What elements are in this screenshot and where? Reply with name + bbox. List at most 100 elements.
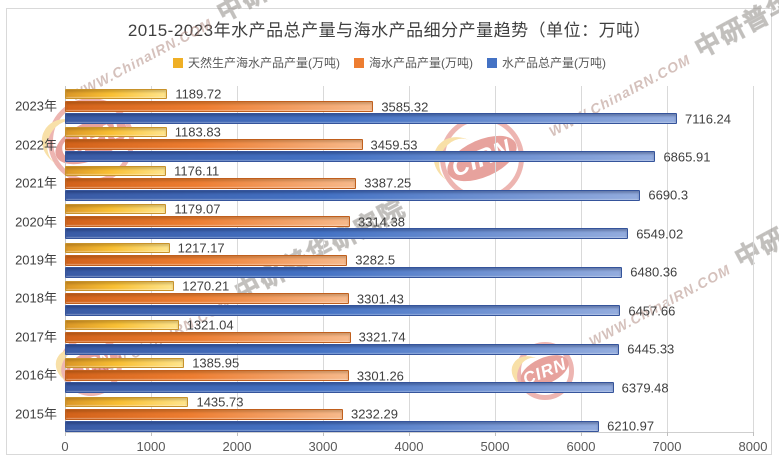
bar-value-label: 3459.53	[370, 137, 418, 153]
bar-natural-marine	[65, 204, 167, 215]
y-axis-labels: 2023年 2022年 2021年 2020年 2019年 2018年 2017年 2016年…	[0, 86, 57, 432]
bar-total	[65, 343, 620, 355]
x-axis-tick-label: 7000	[652, 439, 682, 454]
gridline	[409, 86, 410, 432]
gridline	[495, 86, 496, 432]
bar-total	[65, 113, 677, 124]
x-axis-tick-label: 4000	[394, 439, 424, 454]
x-axis-tick-label: 1000	[136, 439, 166, 454]
y-axis-category-label: 2023年	[15, 98, 57, 114]
x-axis: 0 1000 2000 3000 4000 5000 6000 7000 8000	[61, 432, 767, 458]
x-axis-tick	[667, 432, 668, 436]
x-axis-tick-label: 6000	[566, 439, 596, 454]
x-axis-tick	[581, 432, 582, 436]
legend-label: 水产品总产量(万吨)	[502, 56, 606, 70]
bar-value-label: 1189.72	[175, 86, 222, 102]
bar-value-label: 3314.38	[358, 214, 406, 230]
legend-item-marine: 海水产品产量(万吨)	[354, 54, 473, 71]
bar-natural-marine	[65, 358, 185, 369]
x-axis-tick	[237, 432, 238, 436]
bar-total	[65, 266, 623, 278]
bar-marine	[65, 254, 348, 266]
x-axis-tick	[323, 432, 324, 436]
bar-value-label: 1435.73	[196, 394, 244, 410]
x-axis-tick-label: 3000	[308, 439, 338, 454]
bar-value-label: 3301.26	[356, 368, 404, 384]
bar-marine	[65, 216, 351, 228]
bar-value-label: 1179.07	[174, 201, 221, 217]
bar-value-label: 1176.11	[174, 163, 220, 179]
legend-item-natural-marine: 天然生产海水产品产量(万吨)	[173, 54, 340, 71]
bar-value-label: 6549.02	[636, 226, 684, 242]
legend-label: 海水产品产量(万吨)	[369, 56, 473, 70]
bar-value-label: 1217.17	[177, 240, 225, 256]
bar-total	[65, 305, 621, 317]
bar-marine	[65, 331, 351, 343]
bar-marine	[65, 408, 343, 420]
chart-frame	[6, 8, 772, 455]
y-axis-category-label: 2017年	[15, 329, 57, 345]
legend-swatch-total	[487, 57, 497, 68]
x-axis-tick	[495, 432, 496, 436]
bar-natural-marine	[65, 165, 167, 176]
bar-value-label: 1321.04	[186, 317, 234, 333]
x-axis-tick-label: 0	[61, 439, 69, 454]
chart-title: 2015-2023年水产品总产量与海水产品细分产量趋势（单位：万吨）	[127, 21, 652, 40]
bar-value-label: 1183.83	[174, 124, 221, 140]
x-axis-tick	[409, 432, 410, 436]
legend: 天然生产海水产品产量(万吨) 海水产品产量(万吨) 水产品总产量(万吨)	[0, 54, 779, 71]
x-axis-tick-label: 2000	[222, 439, 252, 454]
bar-total	[65, 420, 600, 432]
bar-value-label: 7116.24	[684, 111, 732, 126]
legend-item-total: 水产品总产量(万吨)	[487, 54, 606, 71]
bar-value-label: 6457.66	[628, 303, 676, 319]
bar-total	[65, 228, 629, 240]
y-axis-category-label: 2021年	[15, 175, 57, 191]
bar-marine	[65, 293, 349, 305]
bar-value-label: 3232.29	[350, 406, 398, 422]
legend-label: 天然生产海水产品产量(万吨)	[188, 56, 340, 70]
bar-total	[65, 382, 614, 394]
legend-swatch-natural-marine	[173, 57, 183, 68]
bar-value-label: 3282.5	[355, 252, 396, 268]
bar-value-label: 1270.21	[182, 278, 230, 294]
y-axis-category-label: 2018年	[15, 290, 57, 306]
gridline	[667, 86, 668, 432]
x-axis-tick-label: 5000	[480, 439, 510, 454]
bar-value-label: 6480.36	[630, 264, 678, 280]
x-axis-tick-label: 8000	[738, 439, 768, 454]
bar-marine	[65, 370, 349, 382]
y-axis-category-label: 2016年	[15, 367, 57, 383]
bar-natural-marine	[65, 242, 170, 253]
bar-marine	[65, 101, 374, 112]
legend-swatch-marine	[354, 57, 364, 68]
bar-value-label: 6445.33	[627, 341, 675, 357]
gridline	[753, 86, 754, 432]
y-axis-category-label: 2019年	[15, 252, 57, 268]
x-axis-tick	[65, 432, 66, 436]
bar-value-label: 3321.74	[358, 329, 406, 345]
y-axis-category-label: 2015年	[15, 406, 57, 422]
bar-value-label: 6210.97	[607, 418, 655, 434]
x-axis-tick	[753, 432, 754, 436]
bar-marine	[65, 139, 363, 151]
bar-natural-marine	[65, 396, 189, 407]
bar-natural-marine	[65, 89, 168, 99]
plot-area: 1189.72 3585.32 7116.24 1183.83 3459.53 6865.…	[65, 86, 754, 434]
bar-value-label: 6379.48	[621, 380, 669, 396]
bar-value-label: 1385.95	[192, 355, 240, 371]
bar-marine	[65, 177, 357, 189]
bar-total	[65, 151, 656, 163]
bar-value-label: 3387.25	[364, 175, 412, 191]
bar-value-label: 6865.91	[663, 149, 711, 165]
bar-natural-marine	[65, 319, 179, 330]
bar-natural-marine	[65, 281, 175, 292]
bar-natural-marine	[65, 127, 167, 138]
bar-value-label: 6690.3	[648, 187, 689, 203]
bar-total	[65, 189, 641, 201]
gridline	[581, 86, 582, 432]
bar-value-label: 3301.43	[356, 291, 404, 307]
x-axis-tick	[151, 432, 152, 436]
bar-value-label: 3585.32	[381, 99, 429, 114]
